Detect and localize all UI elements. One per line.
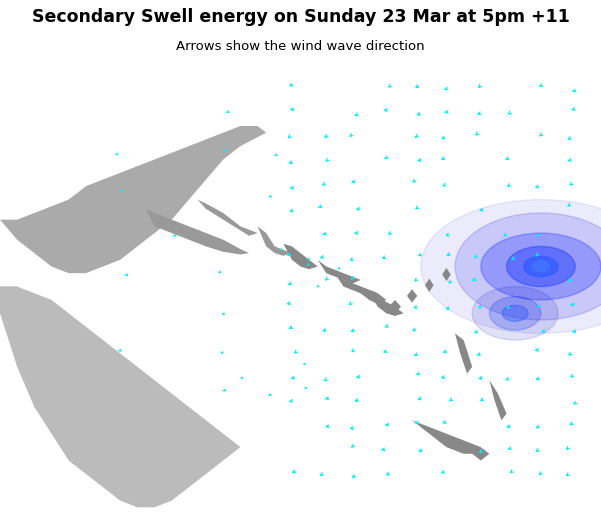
Polygon shape xyxy=(442,268,451,281)
Ellipse shape xyxy=(481,233,601,300)
Polygon shape xyxy=(0,287,138,394)
Polygon shape xyxy=(146,209,249,254)
Ellipse shape xyxy=(489,297,541,330)
Polygon shape xyxy=(258,226,292,256)
Polygon shape xyxy=(425,279,433,292)
Polygon shape xyxy=(389,300,401,314)
Polygon shape xyxy=(0,287,240,507)
Ellipse shape xyxy=(421,199,601,334)
Polygon shape xyxy=(0,126,266,273)
Polygon shape xyxy=(283,244,318,269)
Polygon shape xyxy=(412,420,489,461)
Polygon shape xyxy=(489,380,507,420)
Polygon shape xyxy=(407,289,417,303)
Polygon shape xyxy=(335,273,378,297)
Ellipse shape xyxy=(502,305,528,321)
Text: Arrows show the wind wave direction: Arrows show the wind wave direction xyxy=(176,40,425,52)
Text: Secondary Swell energy on Sunday 23 Mar at 5pm +11: Secondary Swell energy on Sunday 23 Mar … xyxy=(32,8,569,26)
Ellipse shape xyxy=(472,287,558,340)
Ellipse shape xyxy=(455,213,601,320)
Polygon shape xyxy=(318,260,361,284)
Polygon shape xyxy=(369,293,403,316)
Polygon shape xyxy=(198,199,258,236)
Ellipse shape xyxy=(507,246,575,287)
Ellipse shape xyxy=(523,256,558,277)
Polygon shape xyxy=(455,334,472,374)
Polygon shape xyxy=(343,280,386,304)
Ellipse shape xyxy=(532,261,549,272)
